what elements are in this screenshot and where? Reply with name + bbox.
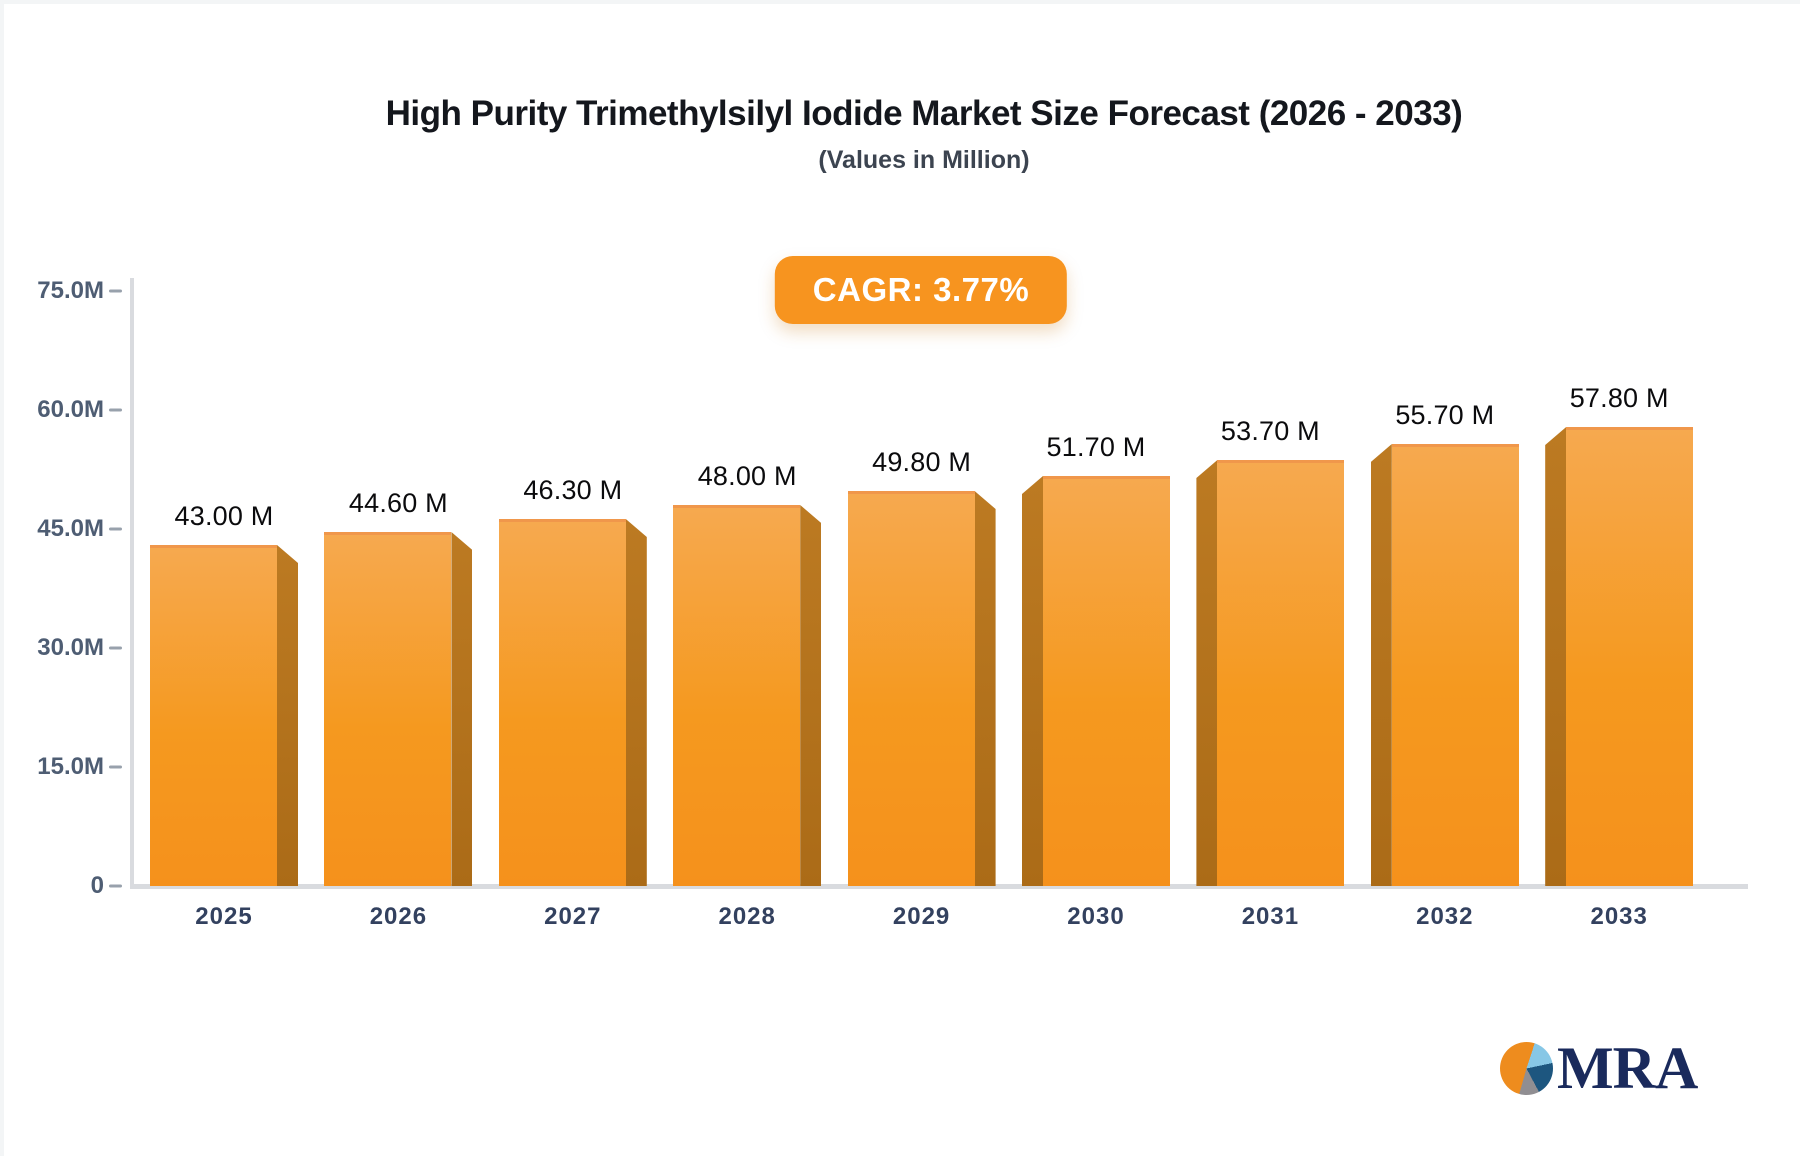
bar-face (1217, 460, 1345, 886)
bar-face (1391, 444, 1519, 886)
y-axis-tick-mark (109, 884, 122, 888)
bar-value-label: 44.60 M (348, 488, 448, 518)
x-axis-label-2026: 2026 (369, 903, 428, 930)
bar-value-label: 57.80 M (1569, 383, 1669, 413)
y-axis-tick-mark (109, 527, 122, 531)
y-axis-tick-mark (109, 289, 122, 293)
bar-value-label: 53.70 M (1220, 416, 1320, 446)
bar-3d-side (1196, 460, 1218, 886)
bar-face (150, 545, 277, 886)
bar-value-label: 51.70 M (1046, 432, 1146, 462)
bar-2028[interactable] (673, 505, 822, 886)
bar-3d-side (277, 545, 298, 886)
x-axis-label-2032: 2032 (1416, 903, 1474, 930)
bar-3d-side (1022, 476, 1043, 886)
brand-logo-text: MRA (1557, 1035, 1698, 1101)
bar-2026[interactable] (324, 532, 473, 886)
bar-value-label: 49.80 M (872, 447, 972, 477)
cagr-badge: CAGR: 3.77% (774, 256, 1068, 324)
x-axis-label-2025: 2025 (195, 903, 253, 930)
bar-2030[interactable] (1022, 476, 1170, 886)
x-axis-label-2030: 2030 (1067, 903, 1125, 930)
bar-face (324, 532, 452, 886)
bar-2032[interactable] (1370, 444, 1519, 886)
y-axis-tick-mark (109, 408, 122, 412)
x-axis-label-2033: 2033 (1590, 903, 1648, 930)
y-axis-line (130, 278, 134, 886)
bar-2025[interactable] (150, 545, 298, 886)
bar-value-label: 48.00 M (697, 461, 797, 491)
y-axis-tick-label: 0 (90, 872, 104, 899)
x-axis-label-2027: 2027 (544, 903, 602, 930)
bar-3d-side (1370, 444, 1392, 886)
bar-face (673, 505, 801, 886)
bar-2029[interactable] (847, 491, 996, 886)
bar-face (1566, 427, 1694, 886)
brand-logo: MRA (1500, 1035, 1698, 1101)
bar-value-label: 55.70 M (1395, 400, 1495, 430)
y-axis-tick-mark (109, 646, 122, 650)
bar-2031[interactable] (1196, 460, 1345, 886)
bar-3d-side (451, 532, 473, 886)
y-axis-tick-label: 45.0M (37, 515, 104, 542)
pie-chart-icon (1500, 1041, 1553, 1095)
y-axis-tick-label: 30.0M (37, 634, 104, 661)
bar-face (498, 519, 626, 886)
y-axis-tick-label: 60.0M (37, 396, 104, 423)
x-axis-label-2028: 2028 (718, 903, 776, 930)
y-axis-tick-mark (109, 765, 122, 769)
bar-3d-side (974, 491, 996, 886)
bar-3d-side (800, 505, 822, 886)
x-axis-label-2029: 2029 (892, 903, 951, 930)
bar-value-label: 43.00 M (174, 501, 274, 531)
bar-face (1043, 476, 1170, 886)
bar-3d-side (1545, 427, 1567, 886)
bar-2033[interactable] (1545, 427, 1694, 886)
y-axis-tick-label: 15.0M (37, 753, 104, 780)
bar-value-label: 46.30 M (523, 475, 623, 505)
bar-face (847, 491, 975, 886)
chart-subtitle: (Values in Million) (818, 146, 1030, 174)
bar-2027[interactable] (498, 519, 647, 886)
bar-3d-side (625, 519, 647, 886)
chart-title: High Purity Trimethylsilyl Iodide Market… (385, 94, 1463, 133)
x-axis-label-2031: 2031 (1241, 903, 1300, 930)
x-axis-line (130, 884, 1748, 889)
y-axis-tick-label: 75.0M (37, 277, 104, 304)
